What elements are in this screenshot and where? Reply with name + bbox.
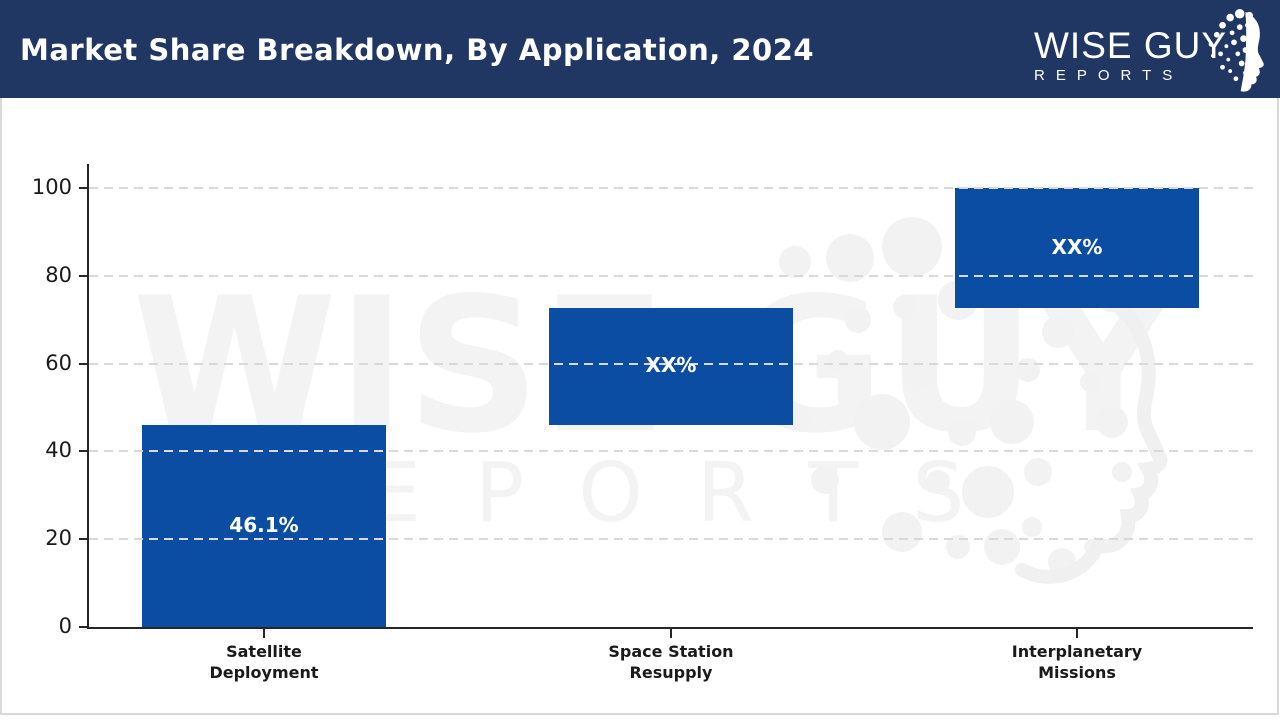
x-category-label-line: Deployment [209, 663, 319, 682]
y-gridline [89, 450, 1253, 453]
x-category-label-line: Space Station [608, 642, 734, 661]
x-category-label-line: Missions [1038, 663, 1116, 682]
y-tick-label: 20 [45, 526, 72, 551]
page-title: Market Share Breakdown, By Application, … [20, 33, 815, 67]
logo-subtitle: REPORTS [1034, 67, 1184, 84]
bar-segment [549, 307, 793, 425]
y-tick-mark [79, 274, 88, 277]
header-bar: Market Share Breakdown, By Application, … [0, 0, 1280, 98]
y-gridline [89, 187, 1253, 190]
y-tick-mark [79, 187, 88, 190]
x-category-label-line: Resupply [629, 663, 713, 682]
x-category-label: Interplanetary Missions [957, 641, 1197, 683]
x-tick-mark [1076, 629, 1078, 638]
y-tick-label: 0 [58, 614, 72, 638]
bar-value-label: 46.1% [229, 512, 299, 537]
x-category-label-line: Satellite [226, 642, 302, 661]
x-tick-mark [670, 629, 672, 638]
y-tick-label: 100 [31, 175, 72, 200]
y-gridline [89, 538, 1253, 541]
y-gridline [89, 362, 1253, 365]
y-tick-label: 80 [45, 262, 72, 287]
logo-face-icon [1208, 8, 1264, 92]
bar-value-label: XX% [645, 353, 697, 378]
x-category-label: Satellite Deployment [144, 641, 384, 683]
y-tick-mark [79, 538, 88, 541]
x-axis-line [87, 627, 1253, 629]
x-category-label: Space Station Resupply [551, 641, 791, 683]
bar-segment [142, 424, 386, 627]
x-tick-mark [263, 629, 265, 638]
logo-text: WISE GUY REPORTS [1034, 25, 1228, 85]
y-tick-label: 60 [45, 350, 72, 375]
y-tick-mark [79, 626, 88, 628]
y-tick-mark [79, 450, 88, 453]
logo-wordmark: WISE GUY [1034, 25, 1228, 66]
bar-value-label: XX% [1051, 235, 1103, 260]
y-tick-label: 40 [45, 438, 72, 463]
y-tick-mark [79, 362, 88, 365]
y-gridline [89, 274, 1253, 277]
wise-guy-reports-logo: WISE GUY REPORTS [1006, 6, 1266, 94]
y-axis-line [87, 164, 89, 629]
x-category-label-line: Interplanetary [1011, 642, 1143, 661]
